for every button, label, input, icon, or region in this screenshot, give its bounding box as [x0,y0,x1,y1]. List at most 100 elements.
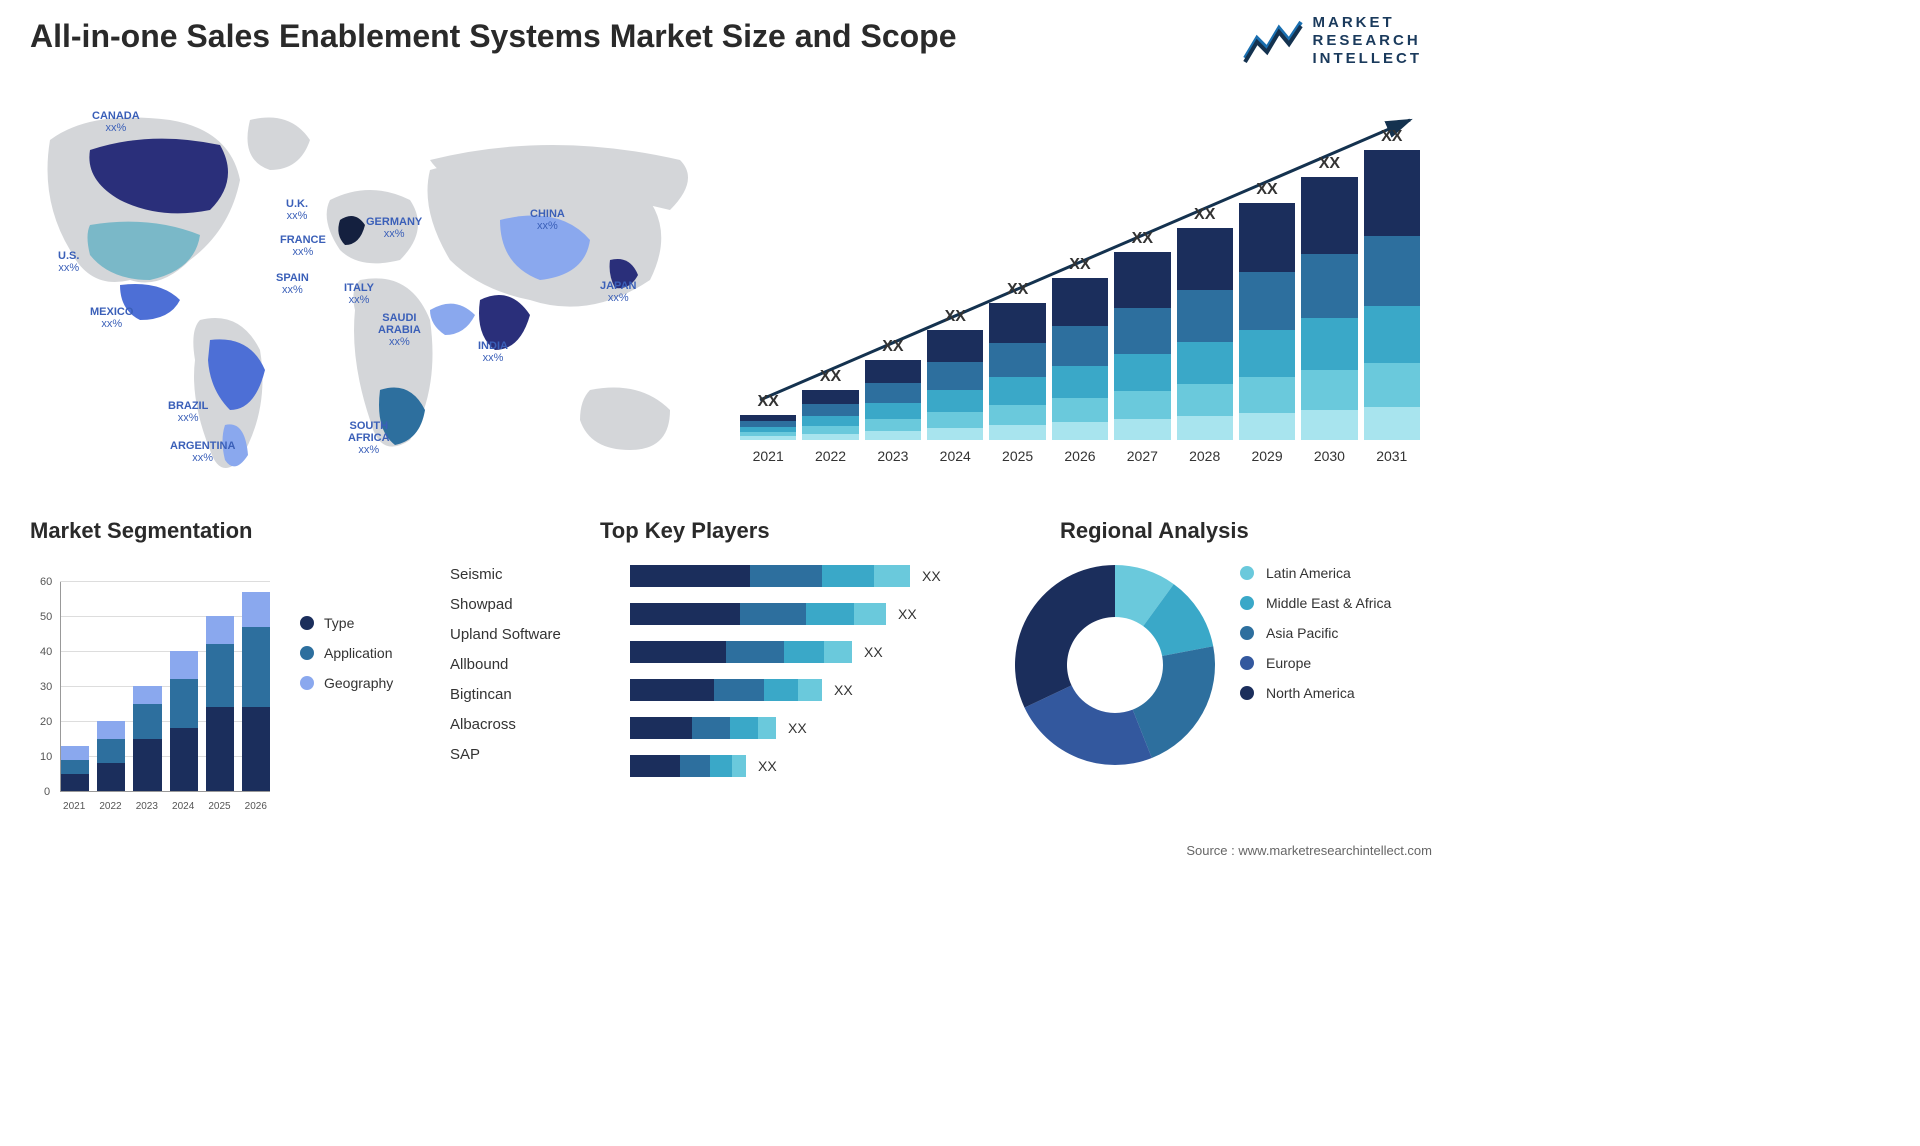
key-players-list: SeismicShowpadUpland SoftwareAllboundBig… [450,560,600,770]
map-label: CHINAxx% [530,208,565,232]
growth-bar-value: XX [1007,281,1028,299]
player-bar-value: XX [922,568,941,584]
key-players-bars: XX XX XX XX XX XX [630,560,970,820]
growth-bar-value: XX [1256,181,1277,199]
map-label: SPAINxx% [276,272,309,296]
donut-svg [1010,560,1220,770]
logo-icon [1243,18,1303,64]
player-bar-value: XX [864,644,883,660]
map-label: U.S.xx% [58,250,79,274]
player-name: Showpad [450,590,600,620]
player-bar-row: XX [630,636,970,668]
seg-ytick: 20 [40,716,52,728]
seg-bar [242,592,270,792]
growth-year-label: 2027 [1114,448,1170,464]
player-bar-row: XX [630,560,970,592]
seg-ytick: 60 [40,576,52,588]
seg-year-label: 2024 [169,801,197,812]
player-name: SAP [450,740,600,770]
growth-bar-value: XX [1319,155,1340,173]
seg-bar [61,746,89,792]
region-legend-item: Latin America [1240,565,1391,581]
growth-year-label: 2023 [865,448,921,464]
growth-bar-value: XX [1069,256,1090,274]
region-legend-item: Asia Pacific [1240,625,1391,641]
growth-bar-value: XX [1381,128,1402,146]
map-label: SOUTHAFRICAxx% [348,420,390,456]
growth-bar: XX [1239,181,1295,440]
growth-bar-value: XX [882,338,903,356]
seg-ytick: 30 [40,681,52,693]
player-bar-value: XX [758,758,777,774]
player-bar-row: XX [630,674,970,706]
brand-logo: MARKET RESEARCH INTELLECT [1243,14,1423,68]
seg-x-axis: 202120222023202420252026 [60,801,270,812]
source-text: Source : www.marketresearchintellect.com [1186,843,1432,858]
seg-year-label: 2023 [133,801,161,812]
logo-line2: RESEARCH [1313,32,1423,50]
growth-bar-value: XX [945,308,966,326]
seg-year-label: 2025 [205,801,233,812]
donut-slice [1015,565,1115,708]
logo-line1: MARKET [1313,14,1423,32]
seg-ytick: 10 [40,751,52,763]
growth-year-label: 2025 [989,448,1045,464]
growth-year-label: 2024 [927,448,983,464]
map-label: FRANCExx% [280,234,326,258]
seg-year-label: 2026 [242,801,270,812]
map-label: INDIAxx% [478,340,508,364]
growth-bar: XX [1364,128,1420,440]
growth-bar: XX [740,393,796,440]
map-label: MEXICOxx% [90,306,133,330]
growth-bar: XX [989,281,1045,440]
player-name: Albacross [450,710,600,740]
player-name: Allbound [450,650,600,680]
player-bar-row: XX [630,712,970,744]
segmentation-heading: Market Segmentation [30,518,253,544]
growth-year-label: 2030 [1301,448,1357,464]
regional-donut [1010,560,1220,770]
map-label: SAUDIARABIAxx% [378,312,421,348]
seg-bar [133,686,161,791]
seg-legend-item: Application [300,645,393,661]
map-label: JAPANxx% [600,280,636,304]
region-legend-item: North America [1240,685,1391,701]
map-label: CANADAxx% [92,110,140,134]
growth-bar: XX [865,338,921,440]
world-map: CANADAxx% U.S.xx% MEXICOxx% BRAZILxx% ARGENT… [30,90,710,490]
growth-year-label: 2031 [1364,448,1420,464]
region-legend-item: Middle East & Africa [1240,595,1391,611]
map-label: U.K.xx% [286,198,308,222]
growth-chart: XXXXXXXXXXXXXXXXXXXXXX 20212022202320242… [740,100,1420,470]
player-bar-value: XX [834,682,853,698]
seg-year-label: 2022 [96,801,124,812]
player-bar-row: XX [630,598,970,630]
seg-legend-item: Geography [300,675,393,691]
growth-bar-value: XX [1194,206,1215,224]
growth-year-label: 2022 [802,448,858,464]
growth-bar: XX [927,308,983,440]
seg-legend: Type Application Geography [300,615,393,705]
seg-ytick: 50 [40,611,52,623]
seg-bar [206,616,234,791]
growth-bar: XX [802,368,858,440]
map-label: ITALYxx% [344,282,374,306]
player-bar-row: XX [630,750,970,782]
seg-bars [60,582,270,792]
growth-year-label: 2026 [1052,448,1108,464]
growth-x-axis: 2021202220232024202520262027202820292030… [740,448,1420,464]
growth-bar-value: XX [758,393,779,411]
segmentation-chart: 202120222023202420252026 1020304050600 T… [30,560,450,830]
region-legend-item: Europe [1240,655,1391,671]
regional-heading: Regional Analysis [1060,518,1249,544]
growth-bar: XX [1052,256,1108,440]
growth-year-label: 2021 [740,448,796,464]
key-players-heading: Top Key Players [600,518,770,544]
seg-ytick: 0 [44,786,50,798]
map-label: ARGENTINAxx% [170,440,235,464]
seg-bar [170,651,198,791]
regional-legend: Latin America Middle East & Africa Asia Pa… [1240,565,1391,715]
map-label: GERMANYxx% [366,216,422,240]
seg-legend-item: Type [300,615,393,631]
map-label: BRAZILxx% [168,400,208,424]
